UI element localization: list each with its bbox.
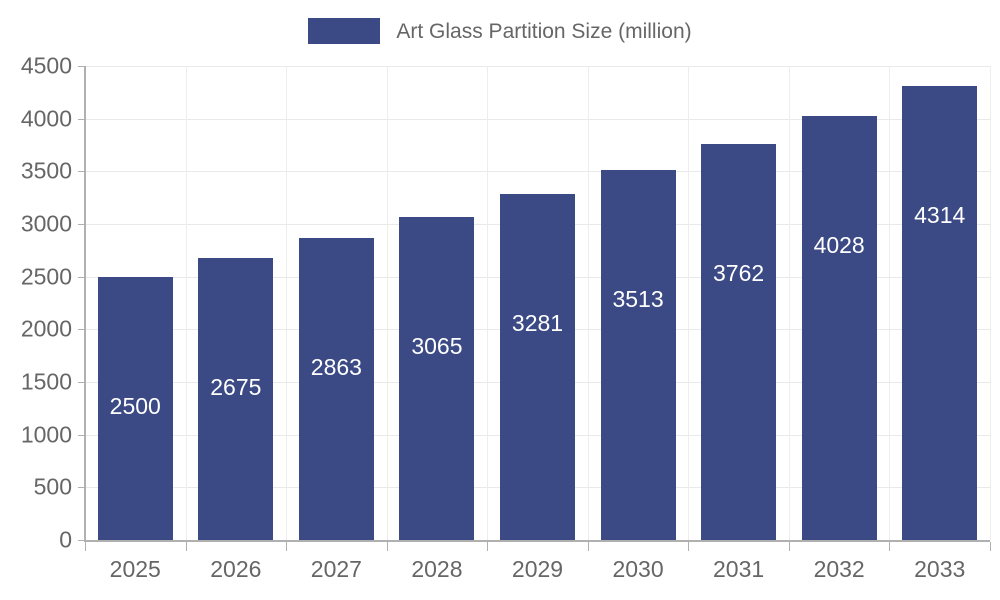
gridline-vertical (588, 66, 589, 540)
bar-2033[interactable] (902, 85, 978, 540)
x-tick-mark (387, 542, 388, 551)
x-tick-mark (286, 542, 287, 551)
x-tick-label-2029: 2029 (511, 556, 564, 582)
x-tick-label-2026: 2026 (210, 556, 262, 582)
y-tick-mark (78, 540, 85, 541)
gridline-horizontal (85, 171, 990, 173)
y-tick-mark (78, 434, 85, 436)
x-tick-label-2028: 2028 (411, 556, 463, 582)
gridline-vertical (487, 66, 488, 540)
y-tick-mark (78, 66, 85, 67)
bar-2029[interactable] (500, 194, 575, 540)
x-tick-mark (889, 542, 890, 551)
x-tick-label-2032: 2032 (813, 556, 865, 582)
y-axis-tick-labels: 0 500 1000 1500 2000 2500 3000 3500 4000 4500 (0, 0, 72, 600)
x-tick-mark (990, 542, 991, 551)
gridline-vertical (688, 66, 689, 540)
y-tick-label-3000: 3000 (20, 210, 72, 237)
x-axis-line (84, 540, 990, 542)
x-tick-label-2025: 2025 (109, 556, 161, 582)
y-tick-label-500: 500 (33, 473, 72, 500)
y-tick-label-2500: 2500 (20, 263, 72, 290)
y-tick-mark (78, 329, 85, 331)
x-tick-mark (85, 542, 86, 551)
x-tick-label-2031: 2031 (713, 556, 765, 582)
y-tick-label-1000: 1000 (20, 421, 72, 448)
x-tick-mark (186, 542, 187, 551)
x-tick-label-2027: 2027 (310, 556, 362, 582)
gridline-vertical (789, 66, 790, 540)
y-tick-mark (78, 171, 85, 173)
legend-label-art-glass-partition-size: Art Glass Partition Size (million) (396, 19, 692, 43)
y-tick-mark (78, 276, 85, 278)
y-tick-label-4000: 4000 (20, 105, 72, 132)
y-tick-label-4500: 4500 (20, 52, 72, 79)
y-tick-mark (78, 382, 85, 383)
x-tick-label-2033: 2033 (914, 556, 966, 582)
y-tick-mark (78, 224, 85, 225)
legend-swatch-art-glass-partition-size (308, 18, 381, 44)
gridline-vertical (286, 66, 287, 540)
bar-2025[interactable] (97, 276, 173, 540)
bar-2028[interactable] (399, 217, 475, 540)
gridline-vertical (990, 66, 991, 540)
x-tick-label-2030: 2030 (612, 556, 664, 582)
bar-2030[interactable] (600, 169, 676, 540)
x-tick-mark (588, 542, 589, 551)
y-tick-mark (78, 118, 85, 120)
bar-2027[interactable] (298, 238, 374, 540)
gridline-vertical (186, 66, 187, 540)
bar-2031[interactable] (701, 143, 777, 540)
gridline-horizontal (85, 118, 990, 120)
plot-area: 2500 2675 2863 3065 3281 3513 3762 4028 4314 (85, 66, 991, 541)
chart-legend: Art Glass Partition Size (million) (0, 14, 1000, 48)
y-tick-label-2000: 2000 (20, 315, 72, 342)
bar-2026[interactable] (198, 258, 274, 540)
x-tick-mark (789, 542, 790, 551)
y-tick-label-0: 0 (59, 526, 72, 553)
gridline-vertical (387, 66, 388, 540)
bar-2032[interactable] (801, 115, 877, 540)
y-axis-line (84, 66, 86, 541)
y-tick-mark (78, 487, 85, 489)
gridline-horizontal (85, 66, 990, 67)
gridline-vertical (889, 66, 890, 540)
y-tick-label-3500: 3500 (20, 157, 72, 184)
y-tick-label-1500: 1500 (20, 368, 72, 395)
x-tick-mark (487, 542, 488, 551)
x-tick-mark (688, 542, 689, 551)
